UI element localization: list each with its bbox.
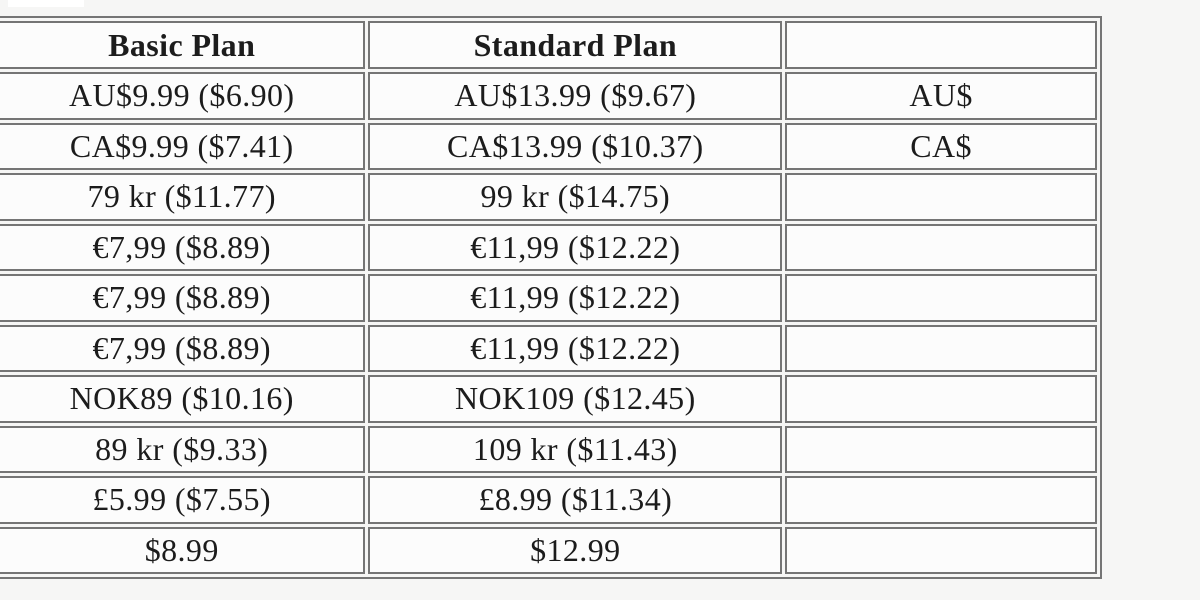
table-row: AU$9.99 ($6.90) AU$13.99 ($9.67) AU$: [0, 72, 1097, 120]
pricing-table-header: Basic Plan Standard Plan: [0, 21, 1097, 69]
basic-price-cell: CA$9.99 ($7.41): [0, 122, 366, 170]
table-row: 79 kr ($11.77) 99 kr ($14.75): [0, 173, 1097, 221]
basic-price-cell: €7,99 ($8.89): [0, 223, 366, 271]
header-basic-plan: Basic Plan: [0, 21, 366, 69]
header-premium-cell: [785, 21, 1097, 69]
premium-price-cell: [785, 375, 1097, 423]
table-row: CA$9.99 ($7.41) CA$13.99 ($10.37) CA$: [0, 122, 1097, 170]
basic-price-cell: €7,99 ($8.89): [0, 324, 366, 372]
basic-price-cell: NOK89 ($10.16): [0, 375, 366, 423]
table-row: $8.99 $12.99: [0, 526, 1097, 574]
premium-price-cell: [785, 223, 1097, 271]
standard-price-cell: NOK109 ($12.45): [368, 375, 783, 423]
standard-price-cell: €11,99 ($12.22): [368, 223, 783, 271]
premium-price-cell: [785, 476, 1097, 524]
premium-price-cell: CA$: [785, 122, 1097, 170]
basic-price-cell: $8.99: [0, 526, 366, 574]
standard-price-cell: 109 kr ($11.43): [368, 425, 783, 473]
standard-price-cell: 99 kr ($14.75): [368, 173, 783, 221]
standard-price-cell: €11,99 ($12.22): [368, 274, 783, 322]
premium-price-cell: AU$: [785, 72, 1097, 120]
table-row: NOK89 ($10.16) NOK109 ($12.45): [0, 375, 1097, 423]
table-row: £5.99 ($7.55) £8.99 ($11.34): [0, 476, 1097, 524]
header-standard-plan: Standard Plan: [368, 21, 783, 69]
table-row: 89 kr ($9.33) 109 kr ($11.43): [0, 425, 1097, 473]
premium-price-cell: [785, 425, 1097, 473]
standard-price-cell: $12.99: [368, 526, 783, 574]
basic-price-cell: €7,99 ($8.89): [0, 274, 366, 322]
standard-price-cell: €11,99 ($12.22): [368, 324, 783, 372]
premium-price-cell: [785, 526, 1097, 574]
header-row: Basic Plan Standard Plan: [0, 21, 1097, 69]
standard-price-cell: CA$13.99 ($10.37): [368, 122, 783, 170]
table-row: €7,99 ($8.89) €11,99 ($12.22): [0, 223, 1097, 271]
standard-price-cell: £8.99 ($11.34): [368, 476, 783, 524]
basic-price-cell: £5.99 ($7.55): [0, 476, 366, 524]
basic-price-cell: 79 kr ($11.77): [0, 173, 366, 221]
premium-price-cell: [785, 173, 1097, 221]
pricing-table-body: AU$9.99 ($6.90) AU$13.99 ($9.67) AU$ CA$…: [0, 72, 1097, 574]
pricing-table: Basic Plan Standard Plan AU$9.99 ($6.90)…: [0, 16, 1102, 579]
basic-price-cell: 89 kr ($9.33): [0, 425, 366, 473]
standard-price-cell: AU$13.99 ($9.67): [368, 72, 783, 120]
top-edge-artifact: [8, 0, 84, 7]
premium-price-cell: [785, 274, 1097, 322]
table-row: €7,99 ($8.89) €11,99 ($12.22): [0, 274, 1097, 322]
basic-price-cell: AU$9.99 ($6.90): [0, 72, 366, 120]
table-row: €7,99 ($8.89) €11,99 ($12.22): [0, 324, 1097, 372]
premium-price-cell: [785, 324, 1097, 372]
